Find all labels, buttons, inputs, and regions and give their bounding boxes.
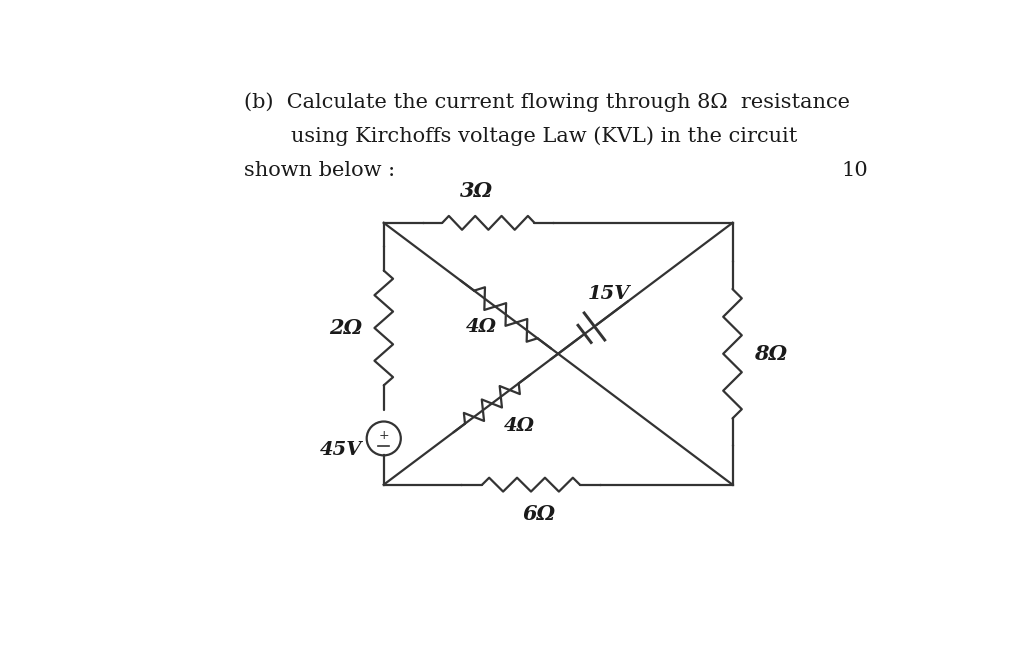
- Text: 4Ω: 4Ω: [466, 318, 497, 336]
- Text: 10: 10: [842, 161, 868, 180]
- Text: 45V: 45V: [319, 441, 362, 459]
- Text: 6Ω: 6Ω: [522, 504, 555, 524]
- Text: using Kirchoffs voltage Law (KVL) in the circuit: using Kirchoffs voltage Law (KVL) in the…: [291, 127, 797, 146]
- Text: +: +: [379, 429, 389, 442]
- Text: 3Ω: 3Ω: [460, 182, 494, 201]
- Text: 8Ω: 8Ω: [755, 344, 787, 364]
- Text: shown below :: shown below :: [245, 161, 395, 180]
- Text: 2Ω: 2Ω: [329, 318, 362, 338]
- Text: 4Ω: 4Ω: [504, 417, 535, 436]
- Text: 15V: 15V: [588, 285, 630, 304]
- Text: (b)  Calculate the current flowing through 8Ω  resistance: (b) Calculate the current flowing throug…: [245, 92, 850, 112]
